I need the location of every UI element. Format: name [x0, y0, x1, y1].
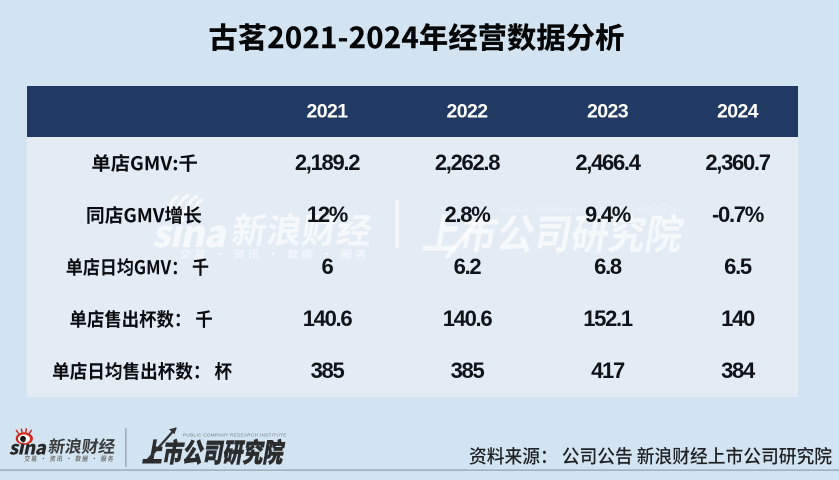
- svg-text:PUBLIC COMPANY RESEARCH INSTIT: PUBLIC COMPANY RESEARCH INSTITUTE: [183, 432, 287, 437]
- svg-text:PUBLIC COMPANY RESEARCH INSTIT: PUBLIC COMPANY RESEARCH INSTITUTE: [501, 207, 679, 214]
